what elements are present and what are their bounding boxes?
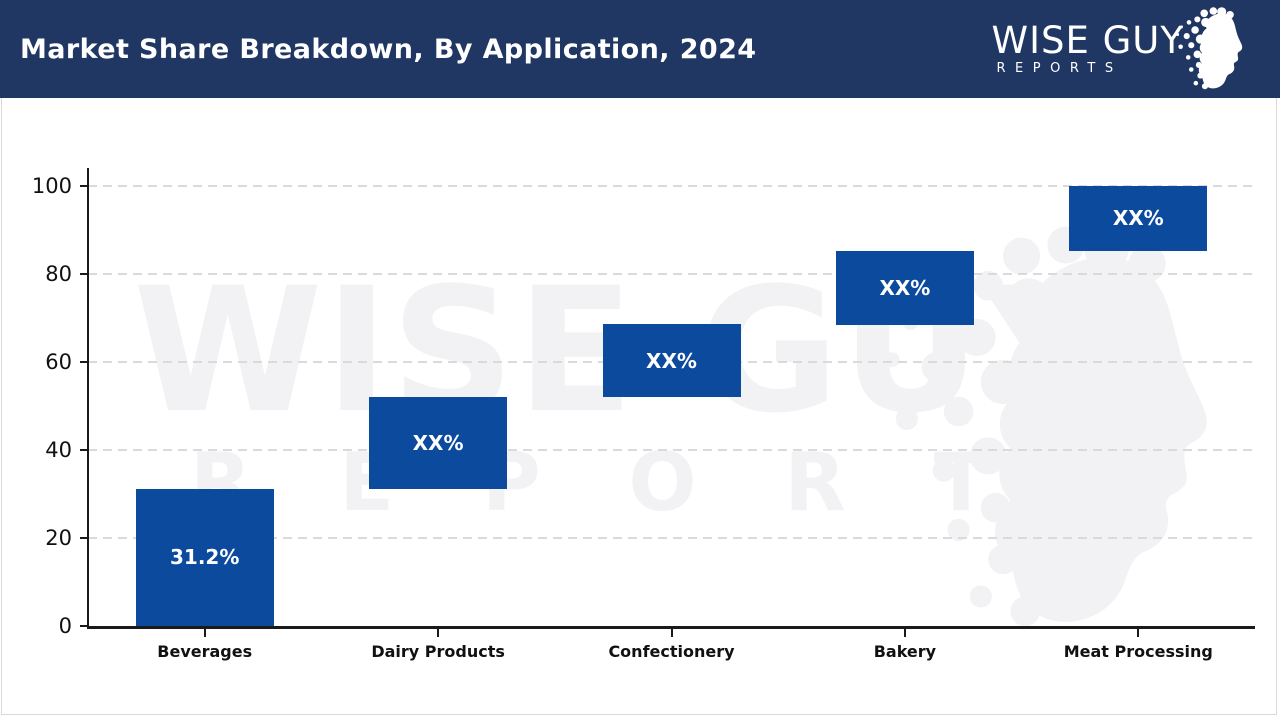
logo-subtitle: REPORTS — [996, 60, 1123, 76]
y-tick-label: 60 — [45, 350, 72, 374]
x-tick-label: Dairy Products — [371, 642, 505, 661]
bar: XX% — [602, 324, 741, 398]
y-tick-label: 40 — [45, 438, 72, 462]
gridline — [88, 449, 1255, 451]
page-title: Market Share Breakdown, By Application, … — [20, 33, 757, 65]
chart-area: WISE GUY R E P O R T S 0 20 40 60 80 100 31.2%… — [0, 98, 1280, 720]
x-axis — [87, 626, 1255, 629]
bar-value-label: XX% — [412, 430, 464, 455]
y-axis — [87, 168, 89, 628]
gridline — [88, 185, 1255, 187]
y-tick-mark — [80, 625, 88, 627]
header: Market Share Breakdown, By Application, … — [0, 0, 1280, 98]
x-tick-mark — [437, 629, 440, 637]
x-tick-label: Meat Processing — [1063, 642, 1213, 661]
y-tick-mark — [80, 537, 88, 539]
wiseguy-logo: WISE GUY REPORTS — [992, 7, 1246, 91]
x-tick-mark — [903, 629, 906, 637]
logo-wordmark: WISE GUY — [991, 19, 1184, 63]
x-tick-mark — [203, 629, 206, 637]
y-tick-mark — [80, 449, 88, 451]
head-profile-dots-icon — [1170, 7, 1246, 91]
y-tick-label: 20 — [45, 526, 72, 550]
bar-value-label: XX% — [1112, 206, 1164, 231]
bar-value-label: XX% — [646, 348, 697, 373]
y-tick-label: 80 — [45, 262, 72, 286]
bar-value-label: 31.2% — [169, 545, 240, 570]
gridline — [88, 273, 1255, 275]
x-tick-label: Bakery — [873, 642, 937, 661]
x-tick-label: Beverages — [157, 642, 253, 661]
x-tick-mark — [670, 629, 673, 637]
bar-value-label: XX% — [879, 275, 931, 300]
bar: XX% — [369, 397, 508, 489]
bar: XX% — [835, 250, 974, 325]
y-tick-mark — [80, 185, 88, 187]
x-tick-mark — [1137, 629, 1140, 637]
bar: XX% — [1069, 186, 1208, 251]
y-tick-label: 0 — [58, 614, 72, 638]
y-tick-mark — [80, 361, 88, 363]
y-tick-label: 100 — [31, 174, 72, 198]
bar: 31.2% — [135, 488, 274, 626]
x-tick-label: Confectionery — [608, 642, 735, 661]
logo-text: WISE GUY REPORTS — [991, 19, 1184, 76]
gridline — [88, 537, 1255, 539]
y-tick-mark — [80, 273, 88, 275]
